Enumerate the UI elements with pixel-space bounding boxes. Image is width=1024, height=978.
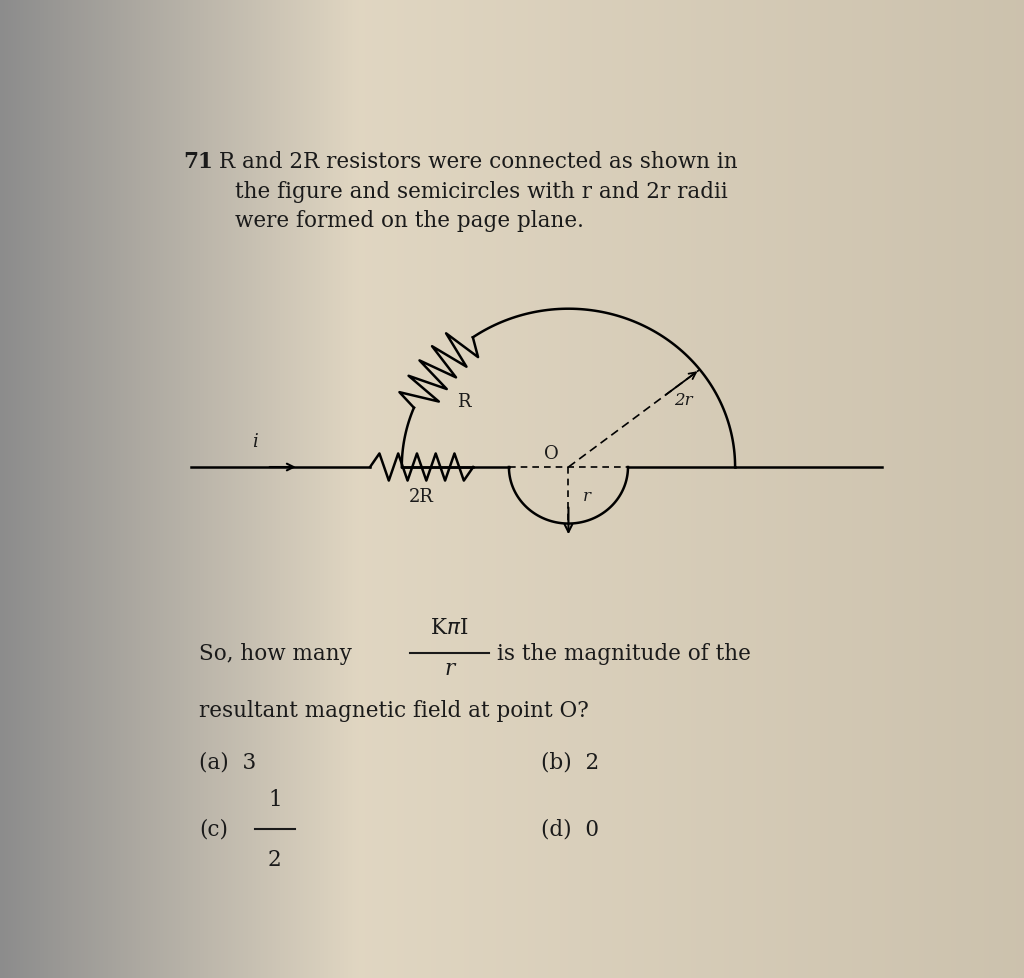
Text: 2R: 2R xyxy=(410,487,434,506)
Text: 1: 1 xyxy=(268,788,282,810)
Text: 71: 71 xyxy=(183,152,213,173)
Text: r: r xyxy=(444,657,455,680)
Text: 2r: 2r xyxy=(674,392,692,409)
Text: resultant magnetic field at point O?: resultant magnetic field at point O? xyxy=(200,699,589,721)
Text: 2: 2 xyxy=(268,848,282,869)
Text: i: i xyxy=(252,432,258,451)
Text: R and 2R resistors were connected as shown in: R and 2R resistors were connected as sho… xyxy=(219,152,738,173)
Text: (b)  2: (b) 2 xyxy=(541,750,599,773)
Text: (d)  0: (d) 0 xyxy=(541,818,599,840)
Text: were formed on the page plane.: were formed on the page plane. xyxy=(236,210,584,232)
Text: So, how many: So, how many xyxy=(200,643,352,664)
Text: (c): (c) xyxy=(200,818,228,840)
Text: K$\pi$I: K$\pi$I xyxy=(430,616,469,639)
Text: O: O xyxy=(544,445,558,463)
Text: (a)  3: (a) 3 xyxy=(200,750,257,773)
Text: is the magnitude of the: is the magnitude of the xyxy=(497,643,751,664)
Text: the figure and semicircles with r and 2r radii: the figure and semicircles with r and 2r… xyxy=(236,181,728,202)
Text: r: r xyxy=(583,487,591,505)
Text: R: R xyxy=(458,393,471,411)
